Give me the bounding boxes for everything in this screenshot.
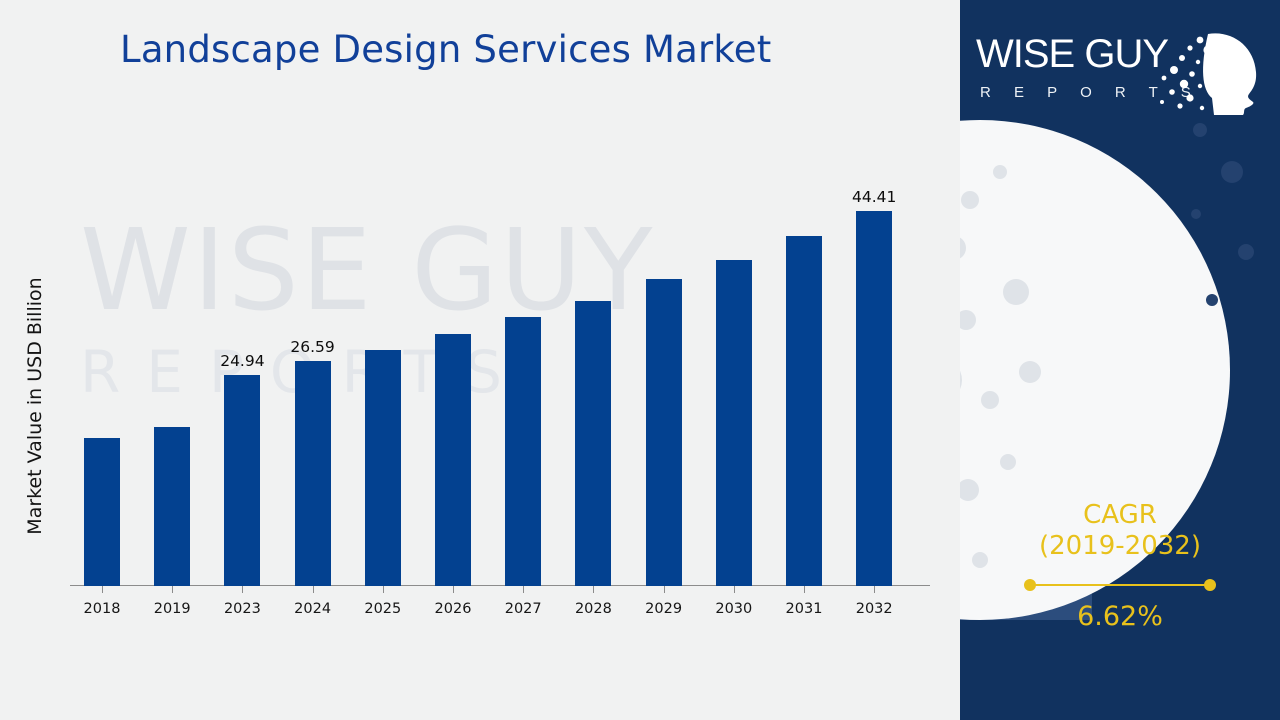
cagr-range: (2019-2032) bbox=[1038, 530, 1201, 561]
logo-wordmark: WISE GUY bbox=[976, 32, 1169, 76]
x-axis-tick bbox=[663, 586, 665, 593]
bar bbox=[715, 260, 752, 586]
x-axis-tick bbox=[804, 586, 805, 593]
x-axis-tick-label: 2025 bbox=[364, 601, 402, 617]
brand-logo: WISE GUY R E P O R T S bbox=[970, 26, 1270, 122]
x-axis-tick bbox=[382, 586, 384, 593]
x-axis-tick-label: 2023 bbox=[223, 601, 261, 617]
x-axis-tick-label: 2026 bbox=[434, 601, 472, 617]
x-axis-tick-label: 2018 bbox=[83, 601, 121, 617]
brand-panel: WISE GUY R E P O R T S CAGR (2019-203 bbox=[960, 0, 1280, 720]
cagr-value: 6.62% bbox=[1077, 601, 1163, 633]
cagr-title: CAGR bbox=[1083, 500, 1157, 530]
cagr-divider bbox=[1024, 579, 1216, 592]
x-axis-tick-label: 2031 bbox=[785, 601, 823, 617]
x-axis-tick bbox=[453, 586, 454, 593]
x-axis-tick-label: 2028 bbox=[574, 601, 612, 617]
x-axis-tick bbox=[172, 586, 174, 593]
bar-value-label: 44.41 bbox=[852, 188, 897, 206]
x-axis-tick-label: 2027 bbox=[504, 601, 542, 617]
bar-series: 2018 2019 24.94 2023 26.59 2024 2025 2026 2027 20… bbox=[70, 151, 930, 617]
bar bbox=[786, 236, 822, 586]
bar-value-label: 26.59 bbox=[290, 338, 335, 356]
x-axis-tick-label: 2029 bbox=[645, 601, 683, 617]
bar bbox=[224, 375, 261, 586]
bar-value-label: 24.94 bbox=[220, 352, 265, 370]
bar bbox=[84, 438, 120, 586]
y-axis-title: Market Value in USD Billion bbox=[24, 277, 46, 535]
dotted-head-profile-icon bbox=[1160, 33, 1257, 116]
bar bbox=[575, 301, 612, 586]
panel-decoration bbox=[960, 120, 1254, 620]
x-axis-tick-label: 2024 bbox=[294, 601, 332, 617]
x-axis-tick bbox=[593, 586, 595, 593]
chart-title: Landscape Design Services Market bbox=[120, 28, 772, 71]
x-axis-tick-label: 2030 bbox=[715, 601, 753, 617]
divider-line bbox=[1030, 584, 1210, 587]
divider-dot-right bbox=[1204, 579, 1216, 592]
bar bbox=[294, 361, 331, 586]
x-axis-tick-label: 2032 bbox=[855, 601, 893, 617]
x-axis-tick bbox=[312, 586, 314, 593]
logo-subtitle: R E P O R T S bbox=[980, 84, 1201, 101]
plot-area: 2018 2019 24.94 2023 26.59 2024 2025 2026 2027 20… bbox=[70, 150, 930, 617]
bar bbox=[856, 211, 893, 586]
bar bbox=[505, 317, 542, 586]
bar bbox=[435, 334, 471, 586]
cagr-block: CAGR (2019-2032) 6.62% bbox=[960, 500, 1280, 632]
x-axis-line bbox=[70, 585, 930, 586]
x-axis-tick bbox=[102, 586, 103, 593]
x-axis-tick-label: 2019 bbox=[153, 601, 191, 617]
x-axis-tick bbox=[874, 586, 876, 593]
bar bbox=[364, 350, 401, 586]
bar bbox=[645, 279, 682, 586]
x-axis-tick bbox=[242, 586, 244, 593]
bar bbox=[154, 427, 191, 586]
x-axis-tick bbox=[733, 586, 735, 593]
x-axis-tick bbox=[523, 586, 525, 593]
